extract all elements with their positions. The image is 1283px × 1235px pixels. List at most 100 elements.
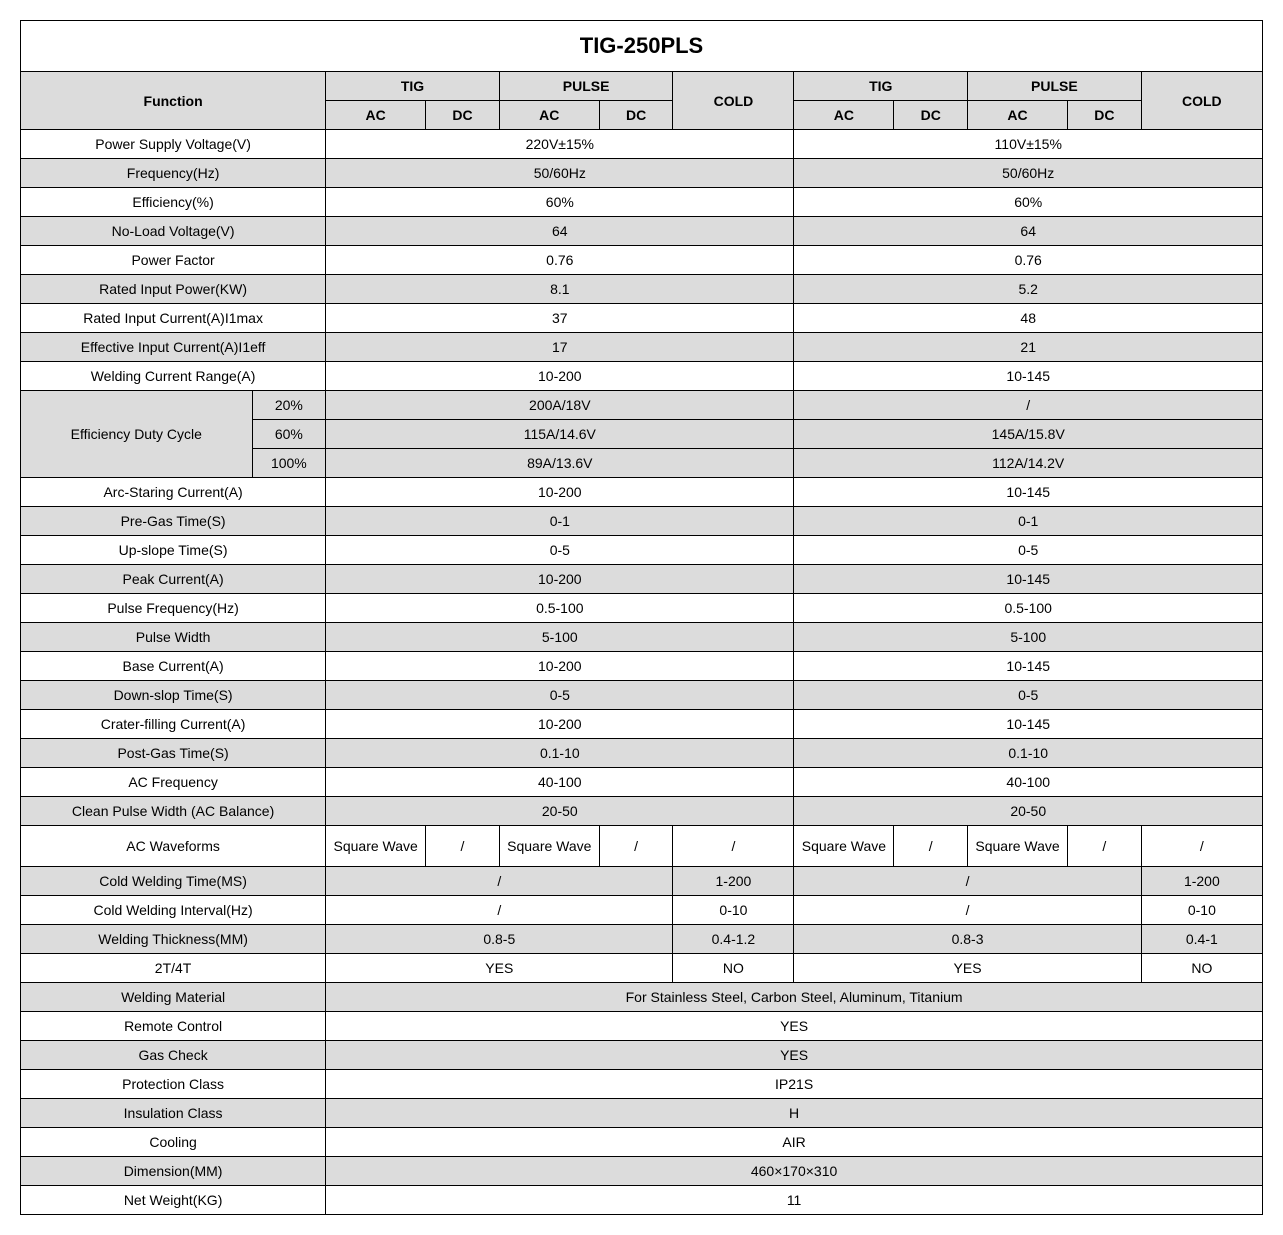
row-label: Pre-Gas Time(S) xyxy=(21,507,326,536)
row-label: Effective Input Current(A)I1eff xyxy=(21,333,326,362)
cell: 0-5 xyxy=(326,681,794,710)
row-label: 2T/4T xyxy=(21,954,326,983)
cell: Square Wave xyxy=(499,826,599,867)
cell: 0.76 xyxy=(794,246,1263,275)
cell: 0-5 xyxy=(326,536,794,565)
cell: / xyxy=(1068,826,1142,867)
cell: YES xyxy=(326,954,673,983)
cell: 40-100 xyxy=(794,768,1263,797)
row-label: Down-slop Time(S) xyxy=(21,681,326,710)
cell: 5-100 xyxy=(326,623,794,652)
cell: 0-5 xyxy=(794,536,1263,565)
cell: Square Wave xyxy=(794,826,894,867)
cell: / xyxy=(326,896,673,925)
cell: 10-145 xyxy=(794,478,1263,507)
row-label: Gas Check xyxy=(21,1041,326,1070)
cell: 10-200 xyxy=(326,362,794,391)
row-label: Net Weight(KG) xyxy=(21,1186,326,1215)
cell: 64 xyxy=(794,217,1263,246)
row-label: Cold Welding Time(MS) xyxy=(21,867,326,896)
row-sublabel: 100% xyxy=(252,449,326,478)
row-label: Welding Material xyxy=(21,983,326,1012)
cell: 1-200 xyxy=(1141,867,1262,896)
cell: 0-1 xyxy=(326,507,794,536)
cell: 10-145 xyxy=(794,710,1263,739)
row-label: Welding Thickness(MM) xyxy=(21,925,326,954)
cell: Square Wave xyxy=(326,826,426,867)
row-label: Base Current(A) xyxy=(21,652,326,681)
hdr-cold-a: COLD xyxy=(673,72,794,130)
row-label: Crater-filling Current(A) xyxy=(21,710,326,739)
cell: YES xyxy=(794,954,1141,983)
cell: 0-10 xyxy=(1141,896,1262,925)
cell: 10-145 xyxy=(794,652,1263,681)
cell: / xyxy=(426,826,500,867)
row-label: Pulse Width xyxy=(21,623,326,652)
cell: 60% xyxy=(326,188,794,217)
cell: / xyxy=(794,896,1141,925)
cell: 0.4-1.2 xyxy=(673,925,794,954)
cell: 5.2 xyxy=(794,275,1263,304)
row-label: AC Frequency xyxy=(21,768,326,797)
row-label: Protection Class xyxy=(21,1070,326,1099)
cell: 220V±15% xyxy=(326,130,794,159)
hdr-ac: AC xyxy=(499,101,599,130)
cell: 0-5 xyxy=(794,681,1263,710)
row-label: Efficiency(%) xyxy=(21,188,326,217)
cell: 0.4-1 xyxy=(1141,925,1262,954)
row-label: Post-Gas Time(S) xyxy=(21,739,326,768)
cell: AIR xyxy=(326,1128,1263,1157)
hdr-function: Function xyxy=(21,72,326,130)
cell: 0.1-10 xyxy=(326,739,794,768)
cell: YES xyxy=(326,1012,1263,1041)
cell: 145A/15.8V xyxy=(794,420,1263,449)
row-label: Power Supply Voltage(V) xyxy=(21,130,326,159)
row-label: No-Load Voltage(V) xyxy=(21,217,326,246)
cell: 20-50 xyxy=(794,797,1263,826)
cell: 200A/18V xyxy=(326,391,794,420)
row-sublabel: 20% xyxy=(252,391,326,420)
cell: / xyxy=(894,826,968,867)
hdr-tig-b: TIG xyxy=(794,72,968,101)
cell: 0.8-3 xyxy=(794,925,1141,954)
cell: IP21S xyxy=(326,1070,1263,1099)
cell: 10-200 xyxy=(326,478,794,507)
row-label: Insulation Class xyxy=(21,1099,326,1128)
cell: 1-200 xyxy=(673,867,794,896)
cell: 21 xyxy=(794,333,1263,362)
cell: 40-100 xyxy=(326,768,794,797)
cell: 10-200 xyxy=(326,565,794,594)
cell: 10-200 xyxy=(326,710,794,739)
cell: 5-100 xyxy=(794,623,1263,652)
row-label: Cooling xyxy=(21,1128,326,1157)
cell: 20-50 xyxy=(326,797,794,826)
hdr-dc: DC xyxy=(1068,101,1142,130)
cell: 48 xyxy=(794,304,1263,333)
row-label: Welding Current Range(A) xyxy=(21,362,326,391)
cell: 17 xyxy=(326,333,794,362)
cell: 112A/14.2V xyxy=(794,449,1263,478)
cell: NO xyxy=(673,954,794,983)
cell: 110V±15% xyxy=(794,130,1263,159)
row-label: Frequency(Hz) xyxy=(21,159,326,188)
cell: 64 xyxy=(326,217,794,246)
cell: For Stainless Steel, Carbon Steel, Alumi… xyxy=(326,983,1263,1012)
cell: H xyxy=(326,1099,1263,1128)
cell: / xyxy=(1141,826,1262,867)
cell: 0.76 xyxy=(326,246,794,275)
row-label: Clean Pulse Width (AC Balance) xyxy=(21,797,326,826)
cell: 10-145 xyxy=(794,362,1263,391)
cell: 11 xyxy=(326,1186,1263,1215)
row-label: Dimension(MM) xyxy=(21,1157,326,1186)
cell: / xyxy=(673,826,794,867)
hdr-ac: AC xyxy=(326,101,426,130)
cell: 10-145 xyxy=(794,565,1263,594)
row-label: Rated Input Power(KW) xyxy=(21,275,326,304)
hdr-ac: AC xyxy=(968,101,1068,130)
cell: 115A/14.6V xyxy=(326,420,794,449)
hdr-cold-b: COLD xyxy=(1141,72,1262,130)
row-label: Rated Input Current(A)I1max xyxy=(21,304,326,333)
row-label: AC Waveforms xyxy=(21,826,326,867)
row-sublabel: 60% xyxy=(252,420,326,449)
cell: 0.5-100 xyxy=(326,594,794,623)
